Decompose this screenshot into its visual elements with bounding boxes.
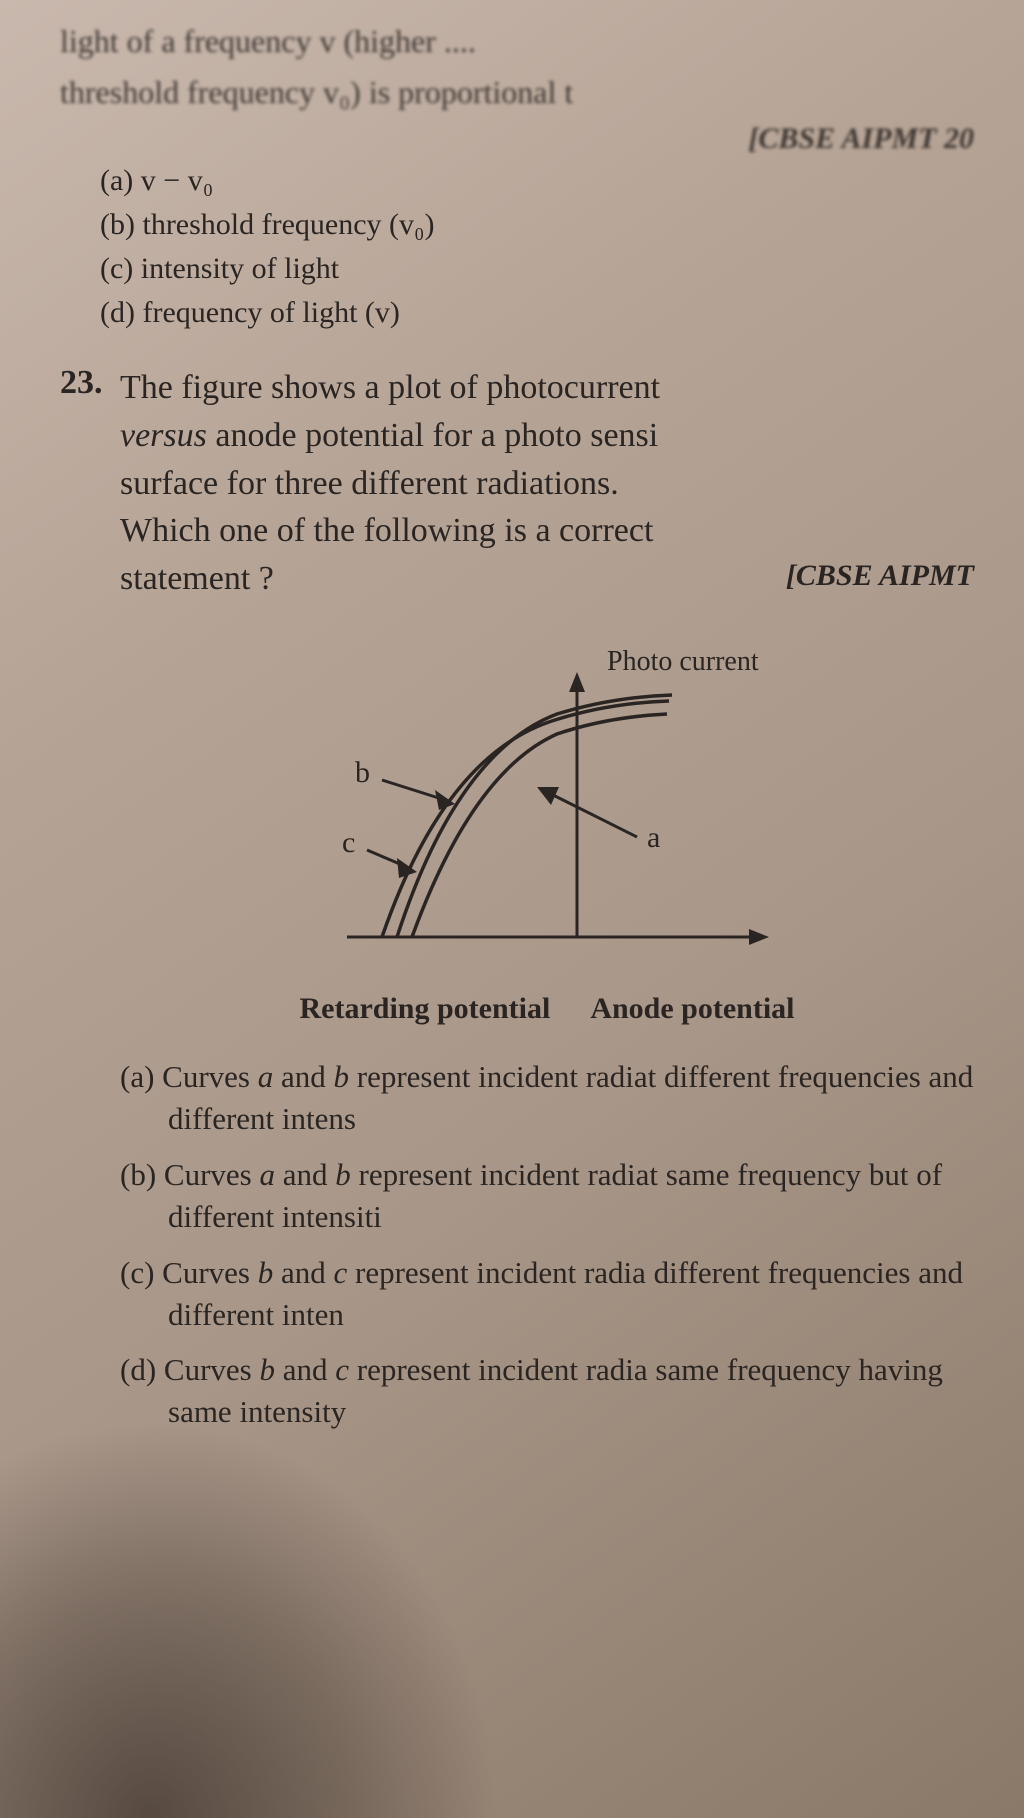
q22-option-d: (d) frequency of light (v)	[100, 292, 994, 334]
q23-block: 23. The figure shows a plot of photocurr…	[60, 364, 994, 1433]
q23-options: (a) Curves a and b represent incident ra…	[120, 1056, 994, 1433]
q23-number: 23.	[60, 364, 103, 402]
q23-text-p2b: anode potential for a photo sensi	[215, 417, 658, 454]
q22-stem: light of a frequency v (higher .... thre…	[60, 20, 994, 156]
arrow-b-line	[382, 780, 445, 800]
label-a: a	[647, 821, 660, 854]
retarding-potential-label: Retarding potential	[299, 992, 550, 1026]
label-b: b	[355, 756, 370, 789]
q22-stem-line2: threshold frequency v₀) is proportional …	[60, 71, 994, 114]
curve-a	[412, 714, 667, 937]
y-axis-label: Photo current	[607, 646, 759, 677]
photo-shadow	[0, 1418, 500, 1818]
arrow-a-line	[547, 792, 637, 837]
anode-potential-label: Anode potential	[590, 992, 794, 1026]
q23-text-p4: Which one of the following is a correct	[120, 512, 653, 549]
q23-option-c: (c) Curves b and c represent incident ra…	[120, 1252, 994, 1336]
q23-option-b: (b) Curves a and b represent incident ra…	[120, 1154, 994, 1238]
q23-source: [CBSE AIPMT	[786, 555, 994, 597]
q22-source: [CBSE AIPMT 20	[60, 122, 994, 156]
q23-text-p5: statement ?	[120, 560, 274, 597]
q22-option-b: (b) threshold frequency (v₀)	[100, 204, 994, 246]
y-axis-arrow	[569, 672, 585, 692]
q23-option-d: (d) Curves b and c represent incident ra…	[120, 1349, 994, 1433]
q22-option-c: (c) intensity of light	[100, 248, 994, 290]
q22-option-a: (a) v − v₀	[100, 160, 994, 202]
q23-figure: Photo current b c	[60, 642, 994, 972]
page-content: light of a frequency v (higher .... thre…	[60, 20, 994, 1433]
axis-bottom-labels: Retarding potential Anode potential	[100, 992, 994, 1026]
photocurrent-graph: Photo current b c	[247, 642, 807, 972]
q22-stem-line1: light of a frequency v (higher ....	[60, 20, 994, 63]
q23-text-p3: surface for three different radiations.	[120, 465, 619, 502]
x-axis-arrow	[749, 929, 769, 945]
q23-text-versus: versus	[120, 417, 207, 454]
q23-text-p1: The figure shows a plot of photocurrent	[120, 369, 660, 406]
q22-options: (a) v − v₀ (b) threshold frequency (v₀) …	[100, 160, 994, 334]
q23-text: The figure shows a plot of photocurrent …	[120, 364, 994, 602]
label-c: c	[342, 826, 355, 859]
q23-option-a: (a) Curves a and b represent incident ra…	[120, 1056, 994, 1140]
